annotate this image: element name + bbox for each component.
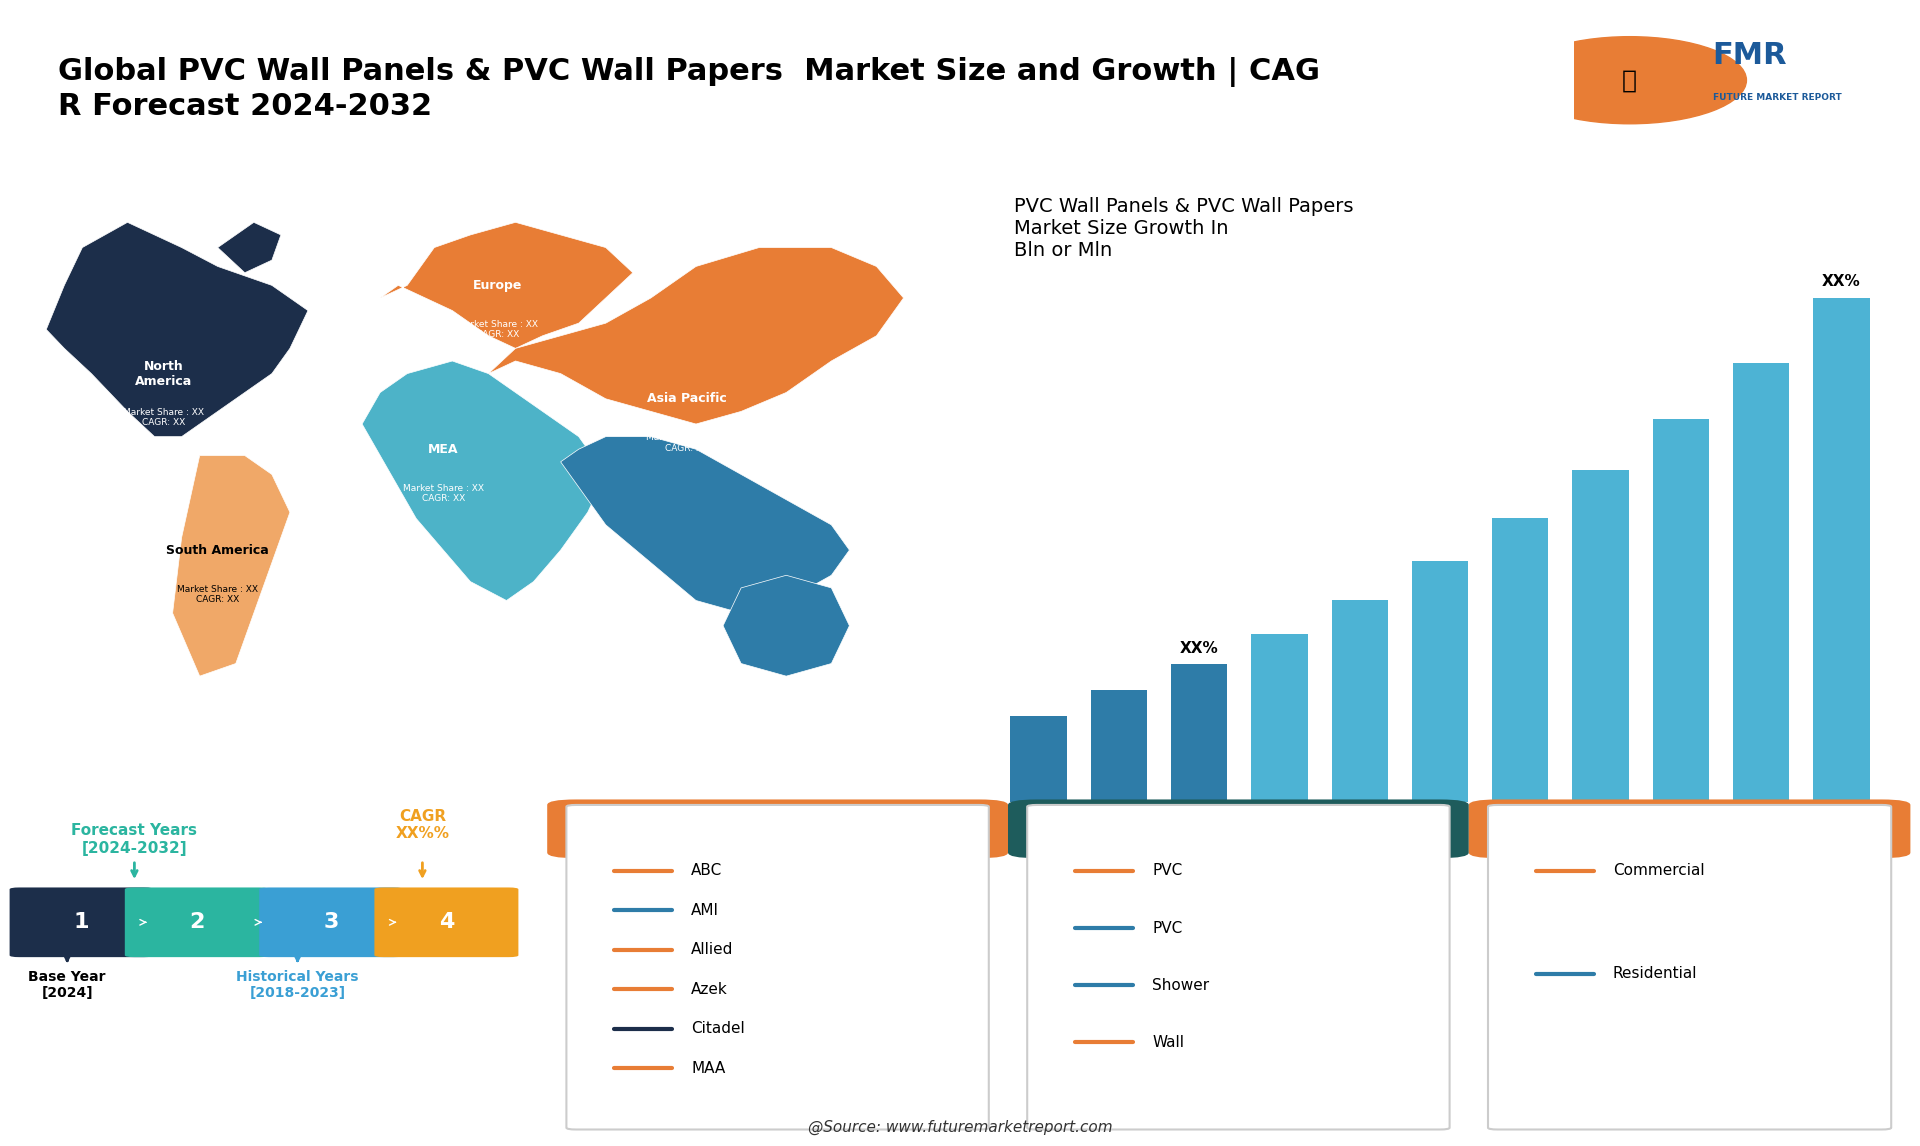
Text: 2030: 2030: [1661, 824, 1701, 839]
Circle shape: [1043, 824, 1089, 833]
FancyBboxPatch shape: [10, 887, 154, 957]
Bar: [1332, 599, 1388, 802]
Text: 2032: 2032: [1822, 824, 1860, 839]
Circle shape: [582, 824, 628, 833]
Text: Wall: Wall: [1152, 1035, 1185, 1050]
Text: Market Share : XX
CAGR: XX: Market Share : XX CAGR: XX: [403, 484, 484, 503]
Polygon shape: [561, 437, 849, 613]
Circle shape: [1513, 37, 1747, 124]
Text: Historical Years
[2018-2023]: Historical Years [2018-2023]: [236, 970, 359, 1000]
Text: Forecast Years
[2024-2032]: Forecast Years [2024-2032]: [71, 823, 198, 856]
Bar: [1812, 298, 1870, 802]
Polygon shape: [46, 222, 307, 437]
Bar: [1252, 634, 1308, 802]
Polygon shape: [217, 222, 280, 273]
Text: ABC: ABC: [691, 863, 722, 879]
Text: South America: South America: [167, 543, 269, 557]
Text: PVC Wall Panels & PVC Wall Papers
Market Size Growth In
Bln or Mln: PVC Wall Panels & PVC Wall Papers Market…: [1014, 197, 1354, 260]
Text: Shower: Shower: [1152, 978, 1210, 992]
Text: Allied: Allied: [691, 942, 733, 957]
Text: 4: 4: [438, 912, 455, 933]
Text: AMI: AMI: [691, 903, 720, 918]
Text: 2023: 2023: [1100, 824, 1139, 839]
Text: PVC: PVC: [1152, 863, 1183, 879]
Text: Citadel: Citadel: [691, 1021, 745, 1036]
Text: Base Year
[2024]: Base Year [2024]: [29, 970, 106, 1000]
Text: PVC: PVC: [1152, 920, 1183, 935]
Polygon shape: [380, 222, 634, 348]
Text: 2027: 2027: [1421, 824, 1459, 839]
Text: 2024: 2024: [1181, 824, 1219, 839]
Text: FUTURE MARKET REPORT: FUTURE MARKET REPORT: [1713, 93, 1841, 102]
Text: XX%: XX%: [1822, 274, 1860, 289]
Text: @Source: www.futuremarketreport.com: @Source: www.futuremarketreport.com: [808, 1120, 1112, 1135]
Polygon shape: [363, 361, 607, 601]
Polygon shape: [173, 455, 290, 676]
Text: Market Share : XX
CAGR: XX: Market Share : XX CAGR: XX: [647, 433, 728, 453]
Text: MAA: MAA: [691, 1061, 726, 1076]
Text: 2031: 2031: [1741, 824, 1780, 839]
Text: CAGR
XX%%: CAGR XX%%: [396, 809, 449, 841]
Text: Europe: Europe: [472, 278, 522, 292]
Circle shape: [1503, 824, 1549, 833]
Text: 2029: 2029: [1582, 824, 1620, 839]
Text: Azek: Azek: [691, 982, 728, 997]
Bar: [1492, 518, 1548, 802]
Text: XX%: XX%: [1179, 641, 1219, 656]
FancyBboxPatch shape: [259, 887, 403, 957]
Text: Asia Pacific: Asia Pacific: [647, 392, 728, 406]
Text: MEA: MEA: [428, 442, 459, 456]
FancyBboxPatch shape: [566, 804, 989, 1130]
Bar: [1010, 716, 1068, 802]
Text: Commercial: Commercial: [1613, 863, 1705, 879]
Text: Global PVC Wall Panels & PVC Wall Papers  Market Size and Growth | CAG
R Forecas: Global PVC Wall Panels & PVC Wall Papers…: [58, 57, 1319, 120]
Text: By application: By application: [1642, 819, 1776, 838]
Text: By type: By type: [1221, 819, 1294, 838]
Text: 🔭: 🔭: [1622, 69, 1638, 92]
FancyBboxPatch shape: [374, 887, 518, 957]
Bar: [1091, 690, 1146, 802]
Text: FMR: FMR: [1713, 40, 1788, 70]
Text: Market players: Market players: [728, 819, 866, 838]
Text: 2026: 2026: [1340, 824, 1379, 839]
Text: 2028: 2028: [1501, 824, 1540, 839]
Text: Market Share : XX
CAGR: XX: Market Share : XX CAGR: XX: [177, 584, 257, 604]
Bar: [1653, 418, 1709, 802]
FancyBboxPatch shape: [125, 887, 269, 957]
FancyBboxPatch shape: [1008, 800, 1469, 858]
Text: Market Share : XX
CAGR: XX: Market Share : XX CAGR: XX: [123, 408, 204, 427]
Polygon shape: [724, 575, 849, 676]
FancyBboxPatch shape: [1488, 804, 1891, 1130]
Text: 2022: 2022: [1020, 824, 1058, 839]
Text: Market Share : XX
CAGR: XX: Market Share : XX CAGR: XX: [457, 320, 538, 339]
Text: 2: 2: [188, 912, 205, 933]
FancyBboxPatch shape: [1027, 804, 1450, 1130]
Text: North
America: North America: [134, 360, 192, 387]
Text: 3: 3: [323, 912, 340, 933]
Bar: [1411, 560, 1469, 802]
Text: 1: 1: [73, 912, 90, 933]
Text: 2025: 2025: [1260, 824, 1298, 839]
Text: Residential: Residential: [1613, 966, 1697, 981]
Bar: [1734, 362, 1789, 802]
Bar: [1171, 665, 1227, 802]
FancyBboxPatch shape: [1469, 800, 1910, 858]
Polygon shape: [488, 248, 904, 424]
Bar: [1572, 470, 1628, 802]
FancyBboxPatch shape: [547, 800, 1008, 858]
